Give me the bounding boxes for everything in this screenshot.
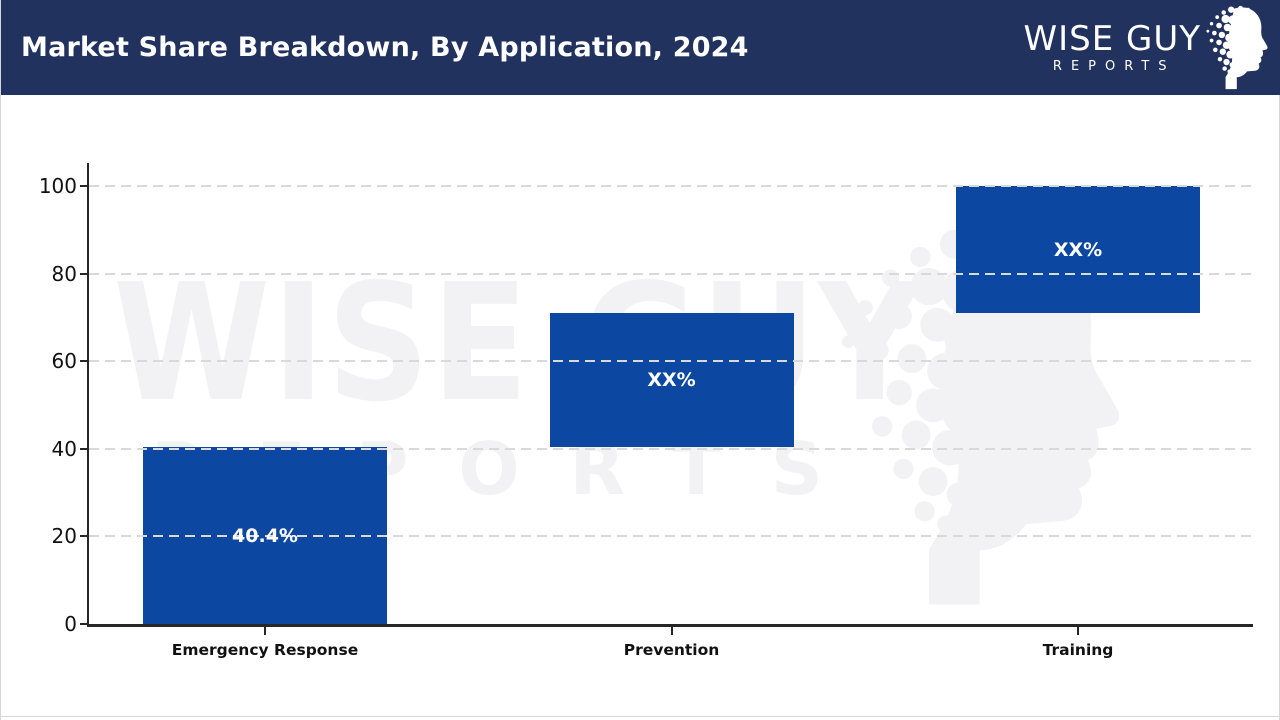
y-axis-tick-mark: [80, 623, 88, 625]
y-axis-tick-label: 40: [51, 436, 77, 461]
header-bar: Market Share Breakdown, By Application, …: [1, 0, 1280, 95]
y-axis-tick-label: 80: [51, 261, 77, 286]
bar-value-label: XX%: [1053, 238, 1103, 261]
x-axis-tick-mark: [670, 626, 673, 635]
logo-wise-guy-text: WISE GUY: [1023, 19, 1201, 59]
x-axis-category-label: Prevention: [623, 641, 720, 659]
y-axis-tick-mark: [80, 360, 88, 363]
page-title: Market Share Breakdown, By Application, …: [21, 32, 749, 63]
bar-value-label: XX%: [647, 369, 696, 392]
y-axis-tick-mark: [80, 447, 88, 450]
gridline: [89, 185, 1253, 187]
bar-prevention: [549, 313, 794, 448]
gridline: [89, 272, 1253, 275]
logo-reports-text: REPORTS: [1052, 59, 1176, 74]
y-axis-tick-label: 60: [51, 349, 77, 374]
gridline: [89, 447, 1253, 450]
y-axis-tick-label: 100: [38, 174, 77, 198]
y-axis-line: [87, 163, 89, 626]
wise-guy-reports-logo: WISE GUY REPORTS: [1023, 0, 1273, 95]
x-axis-line: [87, 624, 1253, 627]
x-axis-tick-mark: [1077, 626, 1079, 635]
gridline: [89, 535, 1253, 538]
x-axis-category-label: Training: [1042, 641, 1114, 659]
logo-head-icon: [1206, 5, 1268, 89]
y-axis-tick-label: 0: [64, 612, 77, 636]
canvas-bottom-border: [1, 716, 1279, 717]
y-axis-tick-label: 20: [51, 524, 77, 549]
y-axis-tick-mark: [80, 535, 88, 538]
gridline: [89, 360, 1253, 363]
y-axis-tick-mark: [80, 185, 88, 187]
x-axis-tick-mark: [264, 626, 266, 635]
y-axis-tick-mark: [80, 272, 88, 275]
x-axis-category-label: Emergency Response: [171, 641, 359, 659]
logo-wordmark: WISE GUY REPORTS: [1023, 22, 1201, 73]
bar-value-label: 40.4%: [232, 524, 298, 547]
